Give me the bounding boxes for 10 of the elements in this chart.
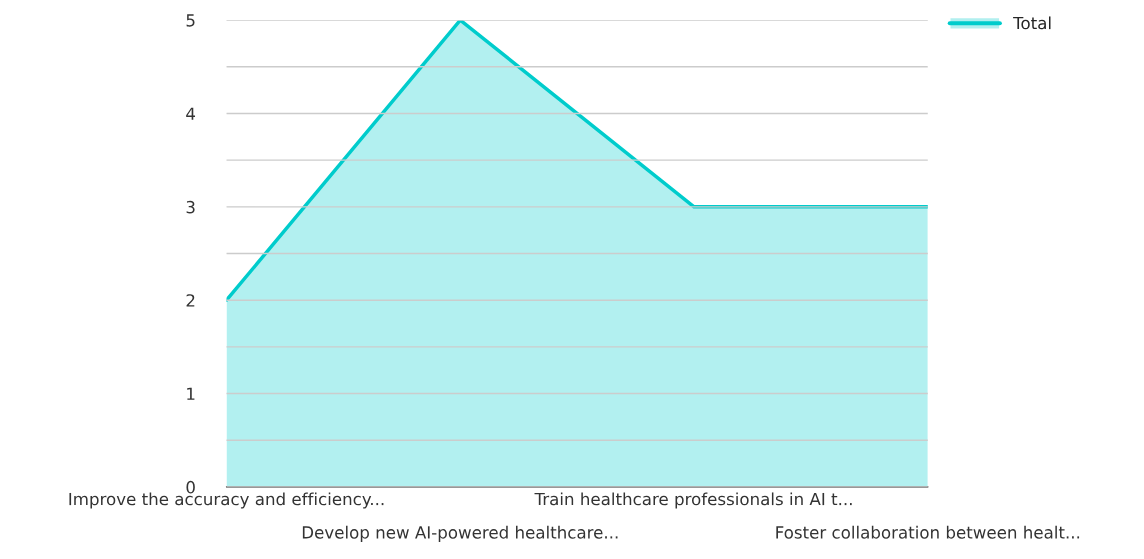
y-tick-label: 5 [186,14,195,27]
x-tick-label: Foster collaboration between healt... [776,525,1080,539]
y-tick-label: 1 [187,387,195,400]
y-tick-label: 4 [186,107,196,120]
legend-label: Total [1013,16,1051,30]
y-tick-label: 0 [186,480,195,494]
x-tick-label: Train healthcare professionals in AI t... [534,492,852,509]
y-tick-label: 2 [186,294,195,307]
x-tick-label: Develop new AI-powered healthcare... [302,525,618,542]
y-tick-label: 3 [186,200,195,214]
